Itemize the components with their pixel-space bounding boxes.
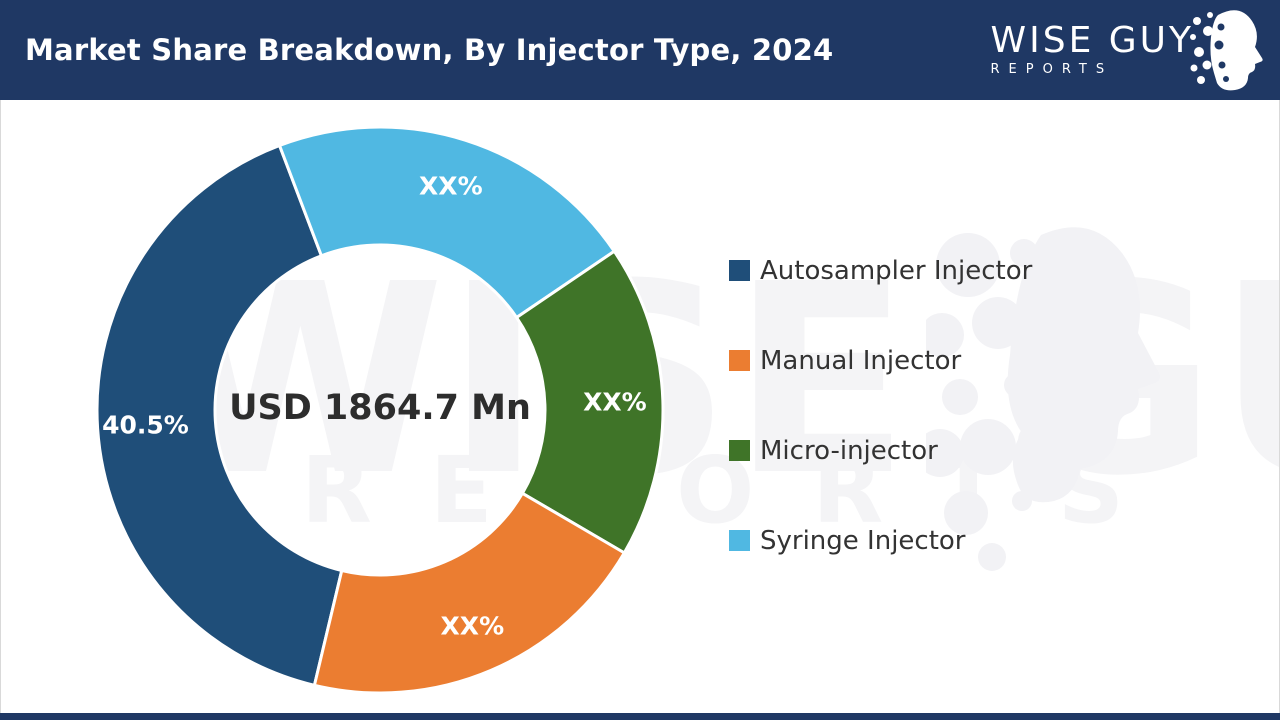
- legend-swatch-manual: [729, 350, 750, 371]
- face-watermark: [926, 227, 1160, 571]
- page-title: Market Share Breakdown, By Injector Type…: [25, 33, 834, 67]
- chart-center-value: USD 1864.7 Mn: [229, 388, 531, 428]
- legend-item-manual: Manual Injector: [729, 345, 1032, 376]
- footer-bar: [0, 713, 1280, 720]
- legend-swatch-micro: [729, 440, 750, 461]
- brand-subname: REPORTS: [990, 62, 1114, 77]
- brand-logo-text: WISE GUY REPORTS: [990, 20, 1195, 78]
- legend-label-autosampler: Autosampler Injector: [760, 255, 1033, 286]
- legend-swatch-autosampler: [729, 260, 750, 281]
- chart-legend: Autosampler Injector Manual Injector Mic…: [729, 255, 1033, 617]
- legend-label-micro: Micro-injector: [760, 435, 938, 466]
- brand-logo: WISE GUY REPORTS: [991, 7, 1267, 93]
- legend-item-syringe: Syringe Injector: [729, 525, 1032, 556]
- header-bar: Market Share Breakdown, By Injector Type…: [0, 0, 1280, 100]
- legend-item-micro: Micro-injector: [729, 435, 1032, 466]
- legend-swatch-syringe: [729, 530, 750, 551]
- chart-canvas: WISE GUY REPORTS: [0, 100, 1280, 713]
- legend-item-autosampler: Autosampler Injector: [729, 255, 1033, 286]
- brand-name: WISE GUY: [990, 20, 1194, 61]
- brand-face-icon: [1190, 10, 1263, 91]
- legend-label-syringe: Syringe Injector: [760, 525, 966, 556]
- legend-label-manual: Manual Injector: [760, 345, 962, 376]
